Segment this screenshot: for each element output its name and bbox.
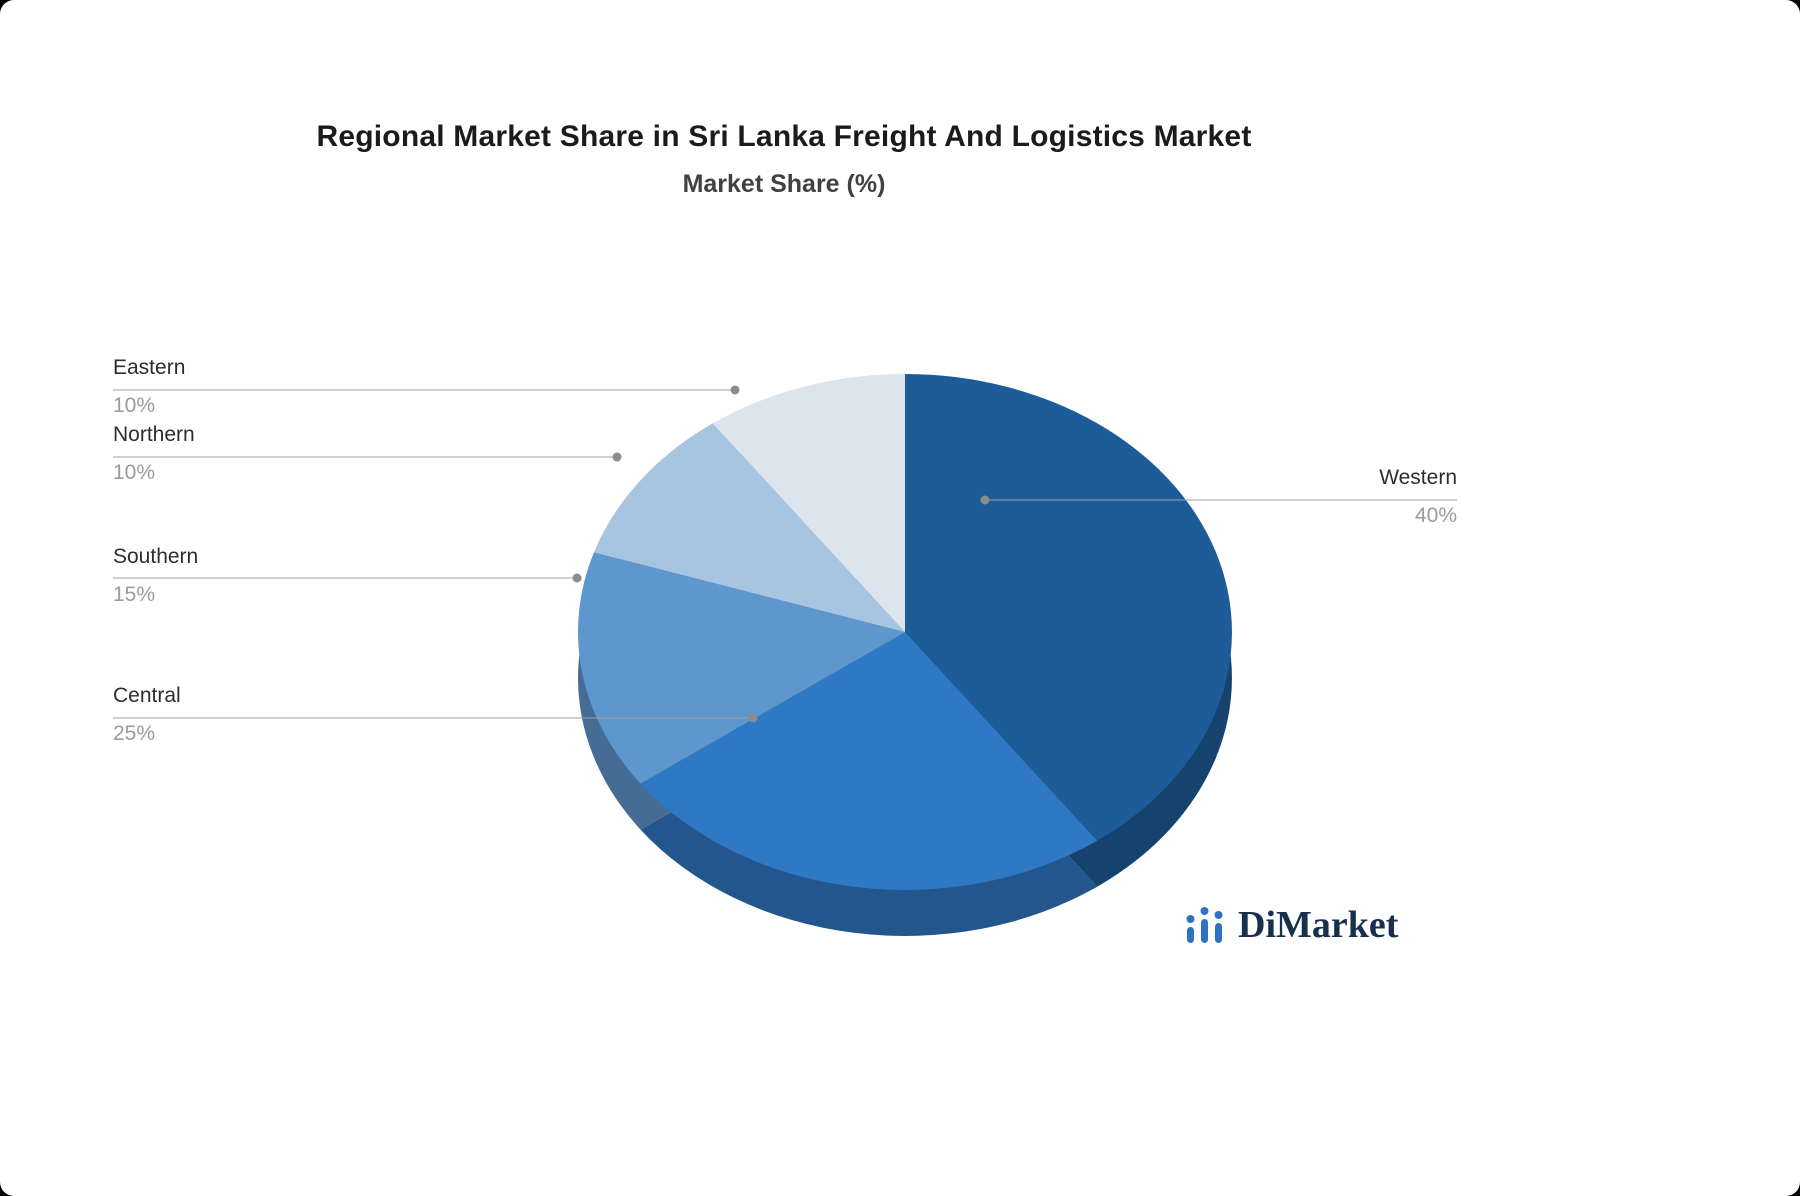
slice-label-name: Western xyxy=(1379,466,1457,489)
slice-label-value: 40% xyxy=(1414,504,1457,527)
pie-slice-western xyxy=(905,374,1232,841)
slice-label-name: Eastern xyxy=(113,356,186,379)
slice-label-southern: Southern 15% xyxy=(113,545,198,607)
slice-label-northern: Northern 10% xyxy=(113,423,195,485)
slice-label-name: Northern xyxy=(113,423,195,446)
pie-slice-eastern xyxy=(712,374,905,632)
slice-label-value: 15% xyxy=(113,583,156,606)
slice-label-western: Western 40% xyxy=(1379,466,1457,528)
chart-subtitle: Market Share (%) xyxy=(682,170,886,198)
slice-label-central: Central 25% xyxy=(113,684,181,746)
leader-dot-eastern xyxy=(730,385,740,395)
leader-dot-northern xyxy=(612,452,622,462)
leader-dot-western xyxy=(980,495,990,505)
slice-label-value: 25% xyxy=(113,722,156,745)
slice-label-name: Southern xyxy=(113,545,199,568)
bar-chart-icon xyxy=(1186,907,1223,943)
slice-label-value: 10% xyxy=(113,461,156,484)
pie-slice-central xyxy=(640,632,1098,890)
pie-slice-southern xyxy=(578,552,905,784)
leader-dot-southern xyxy=(572,573,582,583)
dimarket-logo: DiMarket xyxy=(1183,903,1398,947)
slice-label-value: 10% xyxy=(113,394,156,417)
chart-title: Regional Market Share in Sri Lanka Freig… xyxy=(316,120,1252,153)
logo-text: DiMarket xyxy=(1238,904,1399,946)
slice-label-eastern: Eastern 10% xyxy=(113,356,185,418)
pie-slice-northern xyxy=(594,423,905,632)
leader-dot-central xyxy=(748,713,758,723)
slice-label-name: Central xyxy=(113,684,181,707)
